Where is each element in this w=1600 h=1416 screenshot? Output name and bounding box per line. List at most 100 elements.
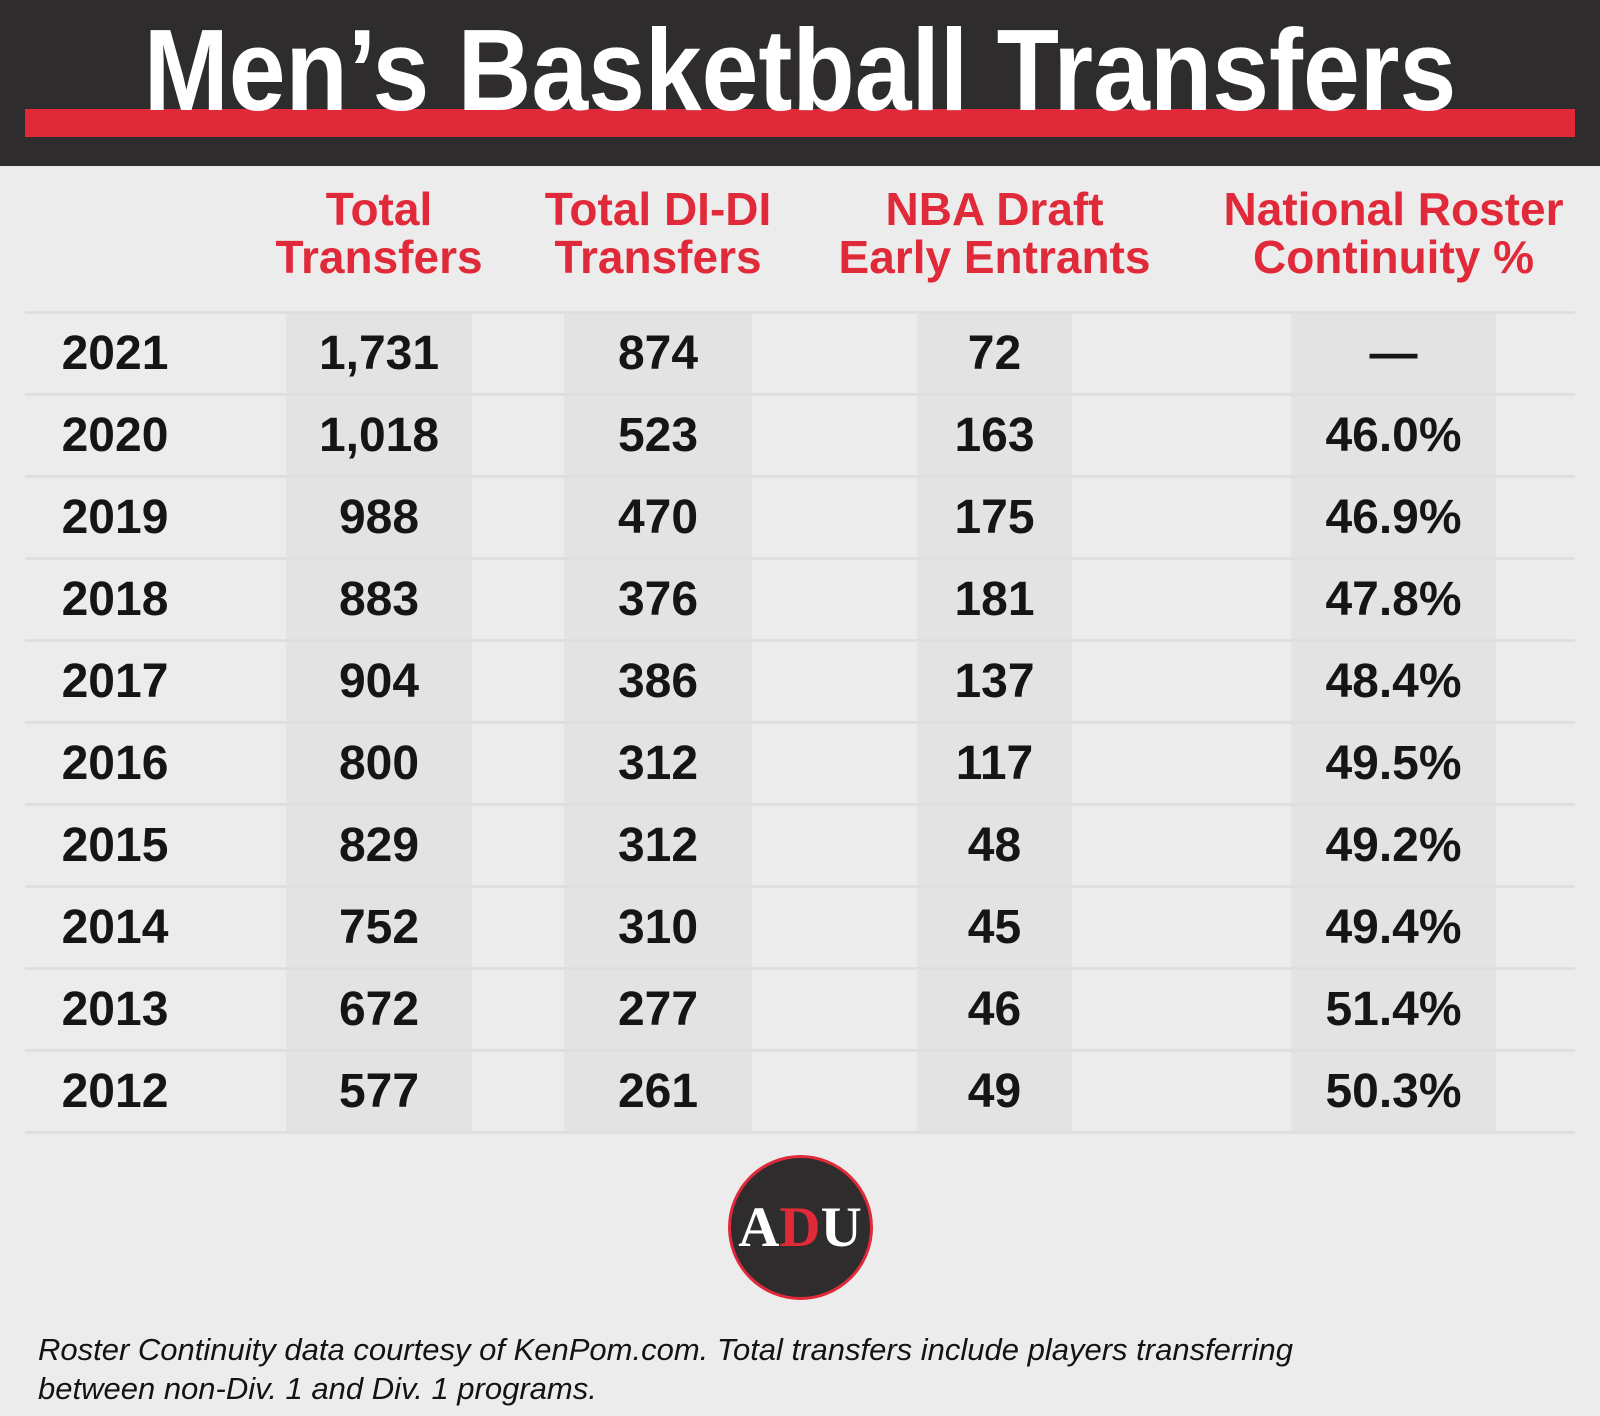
didi-transfers-cell: 523 <box>564 396 752 475</box>
column-header-didi-transfers: Total DI-DI Transfers <box>545 185 772 281</box>
column-gap <box>1496 970 1575 1049</box>
column-gap <box>1496 1052 1575 1131</box>
column-gap <box>752 724 917 803</box>
column-gap <box>472 560 564 639</box>
column-header-line: Transfers <box>554 231 762 283</box>
table-body: 2021 1,731 874 72 — 2020 1,018 523 163 4… <box>25 311 1575 1134</box>
column-gap <box>205 724 286 803</box>
column-gap <box>752 560 917 639</box>
didi-transfers-cell: 470 <box>564 478 752 557</box>
column-gap <box>472 888 564 967</box>
column-gap <box>205 888 286 967</box>
table-row: 2012 577 261 49 50.3% <box>25 1049 1575 1131</box>
column-gap <box>205 314 286 393</box>
table-row: 2014 752 310 45 49.4% <box>25 885 1575 967</box>
year-cell: 2017 <box>61 655 169 708</box>
column-header-line: Total DI-DI <box>544 183 772 235</box>
total-transfers-cell: 672 <box>286 970 472 1049</box>
source-footnote-line: Roster Continuity data courtesy of KenPo… <box>38 1332 1293 1367</box>
column-gap <box>1496 888 1575 967</box>
didi-transfers-cell: 874 <box>564 314 752 393</box>
column-gap <box>752 1052 917 1131</box>
column-gap <box>472 1052 564 1131</box>
column-header-line: NBA Draft <box>885 183 1104 235</box>
column-gap <box>1496 560 1575 639</box>
roster-continuity-cell: 50.3% <box>1291 1052 1496 1131</box>
nba-early-entrants-cell: 72 <box>917 314 1072 393</box>
nba-early-entrants-cell: 181 <box>917 560 1072 639</box>
nba-early-entrants-cell: 45 <box>917 888 1072 967</box>
masthead: Men’s Basketball Transfers <box>0 0 1600 166</box>
year-cell: 2015 <box>61 819 169 872</box>
column-headers: Total Transfers Total DI-DI Transfers NB… <box>25 185 1575 281</box>
column-header-roster-continuity: National Roster Continuity % <box>1224 185 1564 281</box>
column-header-line: National Roster <box>1223 183 1564 235</box>
didi-transfers-cell: 261 <box>564 1052 752 1131</box>
page-title: Men’s Basketball Transfers <box>143 5 1457 135</box>
column-header-line: Continuity % <box>1252 231 1535 283</box>
total-transfers-cell: 577 <box>286 1052 472 1131</box>
year-cell: 2013 <box>61 983 169 1036</box>
column-gap <box>472 314 564 393</box>
column-gap <box>1072 724 1291 803</box>
table-row: 2018 883 376 181 47.8% <box>25 557 1575 639</box>
nba-early-entrants-cell: 175 <box>917 478 1072 557</box>
table-row: 2021 1,731 874 72 — <box>25 311 1575 393</box>
column-header-nba-draft: NBA Draft Early Entrants <box>839 185 1151 281</box>
column-gap <box>205 970 286 1049</box>
column-gap <box>1496 806 1575 885</box>
column-gap <box>205 1052 286 1131</box>
column-gap <box>472 478 564 557</box>
total-transfers-cell: 1,018 <box>286 396 472 475</box>
column-gap <box>752 970 917 1049</box>
column-gap <box>472 642 564 721</box>
column-gap <box>205 642 286 721</box>
column-gap <box>1496 642 1575 721</box>
column-gap <box>1496 396 1575 475</box>
column-header-line: Transfers <box>275 231 483 283</box>
column-gap <box>1496 314 1575 393</box>
total-transfers-cell: 988 <box>286 478 472 557</box>
column-gap <box>1072 314 1291 393</box>
column-gap <box>752 642 917 721</box>
column-gap <box>752 888 917 967</box>
year-cell: 2020 <box>61 409 169 462</box>
column-gap <box>472 806 564 885</box>
column-gap <box>472 396 564 475</box>
column-header-line: Total <box>325 183 433 235</box>
column-gap <box>1072 970 1291 1049</box>
source-footnote-line: between non-Div. 1 and Div. 1 programs. <box>38 1371 597 1406</box>
table-row: 2016 800 312 117 49.5% <box>25 721 1575 803</box>
column-gap <box>1496 478 1575 557</box>
title-red-stripe <box>25 109 1575 137</box>
nba-early-entrants-cell: 46 <box>917 970 1072 1049</box>
table-row: 2019 988 470 175 46.9% <box>25 475 1575 557</box>
table-row: 2020 1,018 523 163 46.0% <box>25 393 1575 475</box>
year-cell: 2012 <box>61 1065 169 1118</box>
column-gap <box>752 478 917 557</box>
column-gap <box>1072 478 1291 557</box>
roster-continuity-cell: 49.5% <box>1291 724 1496 803</box>
table-row: 2013 672 277 46 51.4% <box>25 967 1575 1049</box>
year-cell: 2016 <box>61 737 169 790</box>
total-transfers-cell: 883 <box>286 560 472 639</box>
column-gap <box>752 314 917 393</box>
didi-transfers-cell: 312 <box>564 724 752 803</box>
roster-continuity-cell: 47.8% <box>1291 560 1496 639</box>
nba-early-entrants-cell: 137 <box>917 642 1072 721</box>
total-transfers-cell: 1,731 <box>286 314 472 393</box>
roster-continuity-cell: 46.0% <box>1291 396 1496 475</box>
column-gap <box>205 560 286 639</box>
didi-transfers-cell: 376 <box>564 560 752 639</box>
year-cell: 2018 <box>61 573 169 626</box>
column-gap <box>1072 806 1291 885</box>
roster-continuity-cell: 49.2% <box>1291 806 1496 885</box>
roster-continuity-cell: 46.9% <box>1291 478 1496 557</box>
column-gap <box>205 478 286 557</box>
adu-logo-letter-u: U <box>820 1196 862 1259</box>
nba-early-entrants-cell: 49 <box>917 1052 1072 1131</box>
nba-early-entrants-cell: 117 <box>917 724 1072 803</box>
roster-continuity-cell: 48.4% <box>1291 642 1496 721</box>
column-gap <box>1072 642 1291 721</box>
